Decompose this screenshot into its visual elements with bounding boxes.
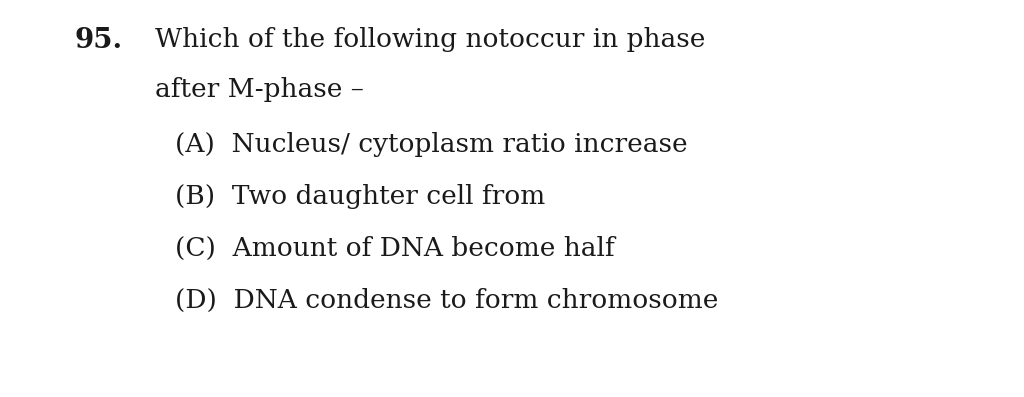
Text: (B)  Two daughter cell from: (B) Two daughter cell from <box>175 184 545 209</box>
Text: 95.: 95. <box>75 27 123 54</box>
Text: Which of the following notoccur in phase: Which of the following notoccur in phase <box>155 27 706 52</box>
Text: (C)  Amount of DNA become half: (C) Amount of DNA become half <box>175 236 614 261</box>
Text: (A)  Nucleus/ cytoplasm ratio increase: (A) Nucleus/ cytoplasm ratio increase <box>175 132 688 157</box>
Text: after M-phase –: after M-phase – <box>155 77 364 102</box>
Text: (D)  DNA condense to form chromosome: (D) DNA condense to form chromosome <box>175 288 719 313</box>
